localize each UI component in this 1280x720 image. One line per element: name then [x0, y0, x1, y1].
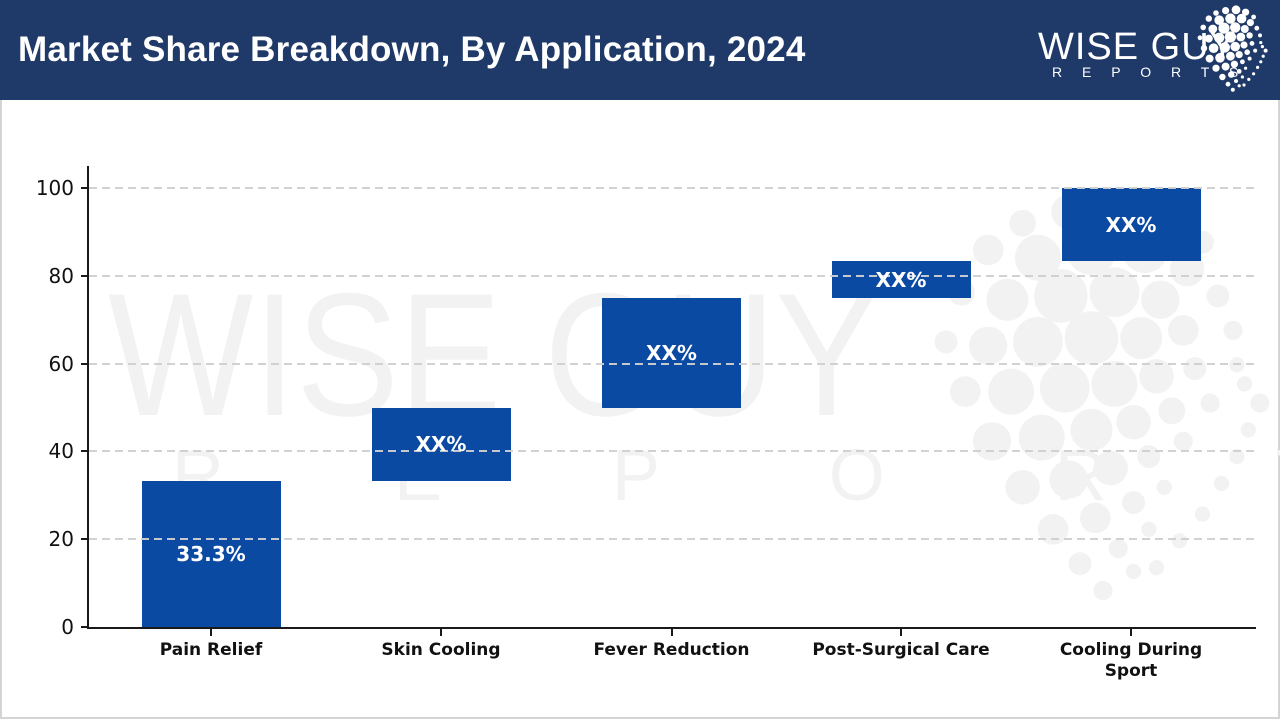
watermark-wordmark: WISE GUY — [108, 258, 879, 453]
logo-subtext: R E P O R T S — [1052, 64, 1247, 80]
wiseguy-logo: WISE GUY R E P O R T S — [1028, 0, 1280, 100]
page-title: Market Share Breakdown, By Application, … — [18, 30, 806, 69]
header-bar: Market Share Breakdown, By Application, … — [0, 0, 1280, 100]
watermark-face-icon — [934, 186, 1270, 601]
dotted-face-logo-icon — [1197, 5, 1268, 92]
